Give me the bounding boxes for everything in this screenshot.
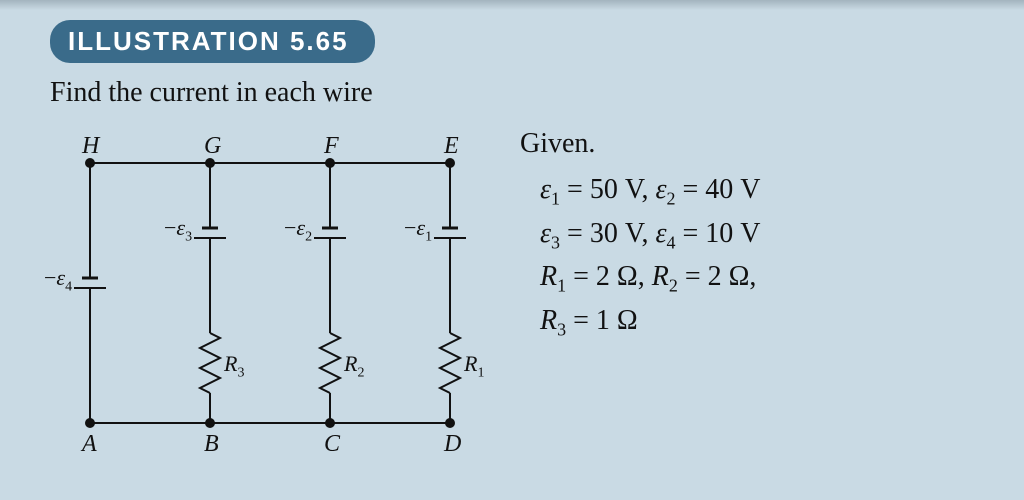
illustration-title: ILLUSTRATION 5.65 <box>68 26 349 56</box>
given-line-1: ε3 = 30 V, ε4 = 10 V <box>540 213 761 257</box>
node-label-B: B <box>204 431 219 458</box>
node-dot-D <box>445 418 455 428</box>
resistor-label-2: R2 <box>344 351 364 381</box>
given-lines: ε1 = 50 V, ε2 = 40 Vε3 = 30 V, ε4 = 10 V… <box>520 169 761 343</box>
given-line-2: R1 = 2 Ω, R2 = 2 Ω, <box>540 256 761 300</box>
node-label-E: E <box>444 133 459 160</box>
battery-label-4: −ε4 <box>44 265 72 295</box>
resistor-label-1: R1 <box>464 351 484 381</box>
resistor-label-3: R3 <box>224 351 244 381</box>
given-line-0: ε1 = 50 V, ε2 = 40 V <box>540 169 761 213</box>
node-dot-C <box>325 418 335 428</box>
node-label-G: G <box>204 133 221 160</box>
node-dot-A <box>85 418 95 428</box>
illustration-pill: ILLUSTRATION 5.65 <box>50 20 375 63</box>
node-label-F: F <box>324 133 339 160</box>
battery-label-3: −ε3 <box>164 215 192 245</box>
node-label-C: C <box>324 431 340 458</box>
battery-label-1: −ε1 <box>404 215 432 245</box>
node-label-A: A <box>82 431 97 458</box>
node-label-H: H <box>82 133 99 160</box>
node-dot-B <box>205 418 215 428</box>
problem-prompt: Find the current in each wire <box>50 77 974 109</box>
page-container: ILLUSTRATION 5.65 Find the current in ea… <box>0 0 1024 473</box>
circuit-svg <box>50 123 490 453</box>
node-label-D: D <box>444 431 461 458</box>
circuit-diagram: −ε4R3−ε3R2−ε2R1−ε1HGFEABCD <box>50 123 490 453</box>
given-line-3: R3 = 1 Ω <box>540 300 761 344</box>
given-title: Given. <box>520 123 761 165</box>
battery-label-2: −ε2 <box>284 215 312 245</box>
given-block: Given. ε1 = 50 V, ε2 = 40 Vε3 = 30 V, ε4… <box>520 123 761 343</box>
content-row: −ε4R3−ε3R2−ε2R1−ε1HGFEABCD Given. ε1 = 5… <box>50 123 974 453</box>
